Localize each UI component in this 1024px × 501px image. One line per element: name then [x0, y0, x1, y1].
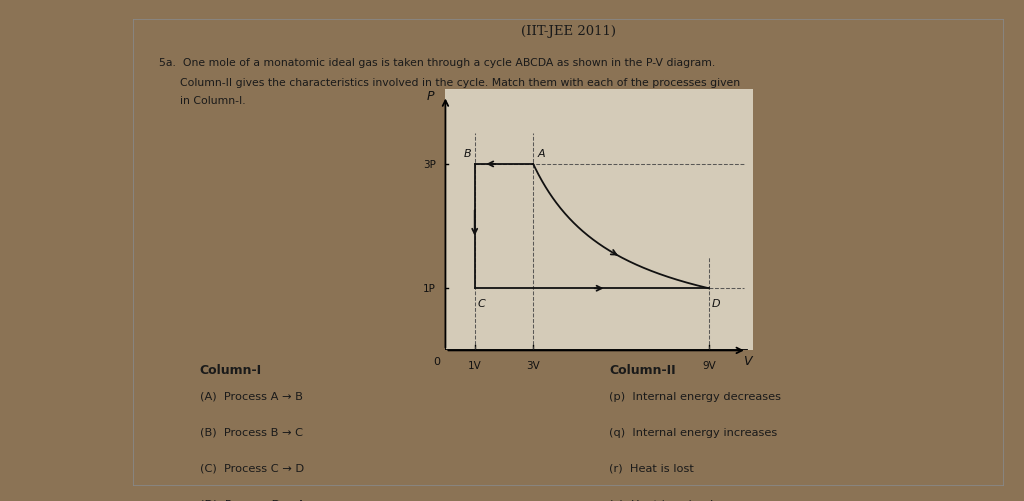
Text: B: B: [464, 149, 472, 159]
Text: 9V: 9V: [701, 360, 716, 370]
Text: Column-I: Column-I: [200, 363, 262, 376]
Text: (C)  Process C → D: (C) Process C → D: [200, 463, 304, 473]
Text: 3P: 3P: [423, 160, 436, 170]
Text: 1P: 1P: [423, 284, 436, 294]
Text: V: V: [742, 354, 751, 367]
Text: P: P: [427, 90, 434, 103]
Text: Column-II: Column-II: [609, 363, 676, 376]
Text: 5a.  One mole of a monatomic ideal gas is taken through a cycle ABCDA as shown i: 5a. One mole of a monatomic ideal gas is…: [159, 58, 715, 68]
Text: (p)  Internal energy decreases: (p) Internal energy decreases: [609, 391, 781, 401]
Text: (B)  Process B → C: (B) Process B → C: [200, 427, 303, 437]
Text: (A)  Process A → B: (A) Process A → B: [200, 391, 302, 401]
Text: (IIT-JEE 2011): (IIT-JEE 2011): [521, 25, 615, 38]
Text: (D)  Process D → A: (D) Process D → A: [200, 499, 304, 501]
Text: (s)  Heat is gained: (s) Heat is gained: [609, 499, 714, 501]
Text: 1V: 1V: [468, 360, 481, 370]
Text: (r)  Heat is lost: (r) Heat is lost: [609, 463, 694, 473]
Text: Column-II gives the characteristics involved in the cycle. Match them with each : Column-II gives the characteristics invo…: [159, 78, 740, 88]
Text: 3V: 3V: [526, 360, 540, 370]
Text: (q)  Internal energy increases: (q) Internal energy increases: [609, 427, 777, 437]
Text: 0: 0: [433, 356, 440, 366]
Text: A: A: [538, 149, 545, 159]
Text: C: C: [477, 298, 485, 308]
Text: D: D: [712, 298, 720, 308]
Text: in Column-I.: in Column-I.: [159, 96, 246, 106]
